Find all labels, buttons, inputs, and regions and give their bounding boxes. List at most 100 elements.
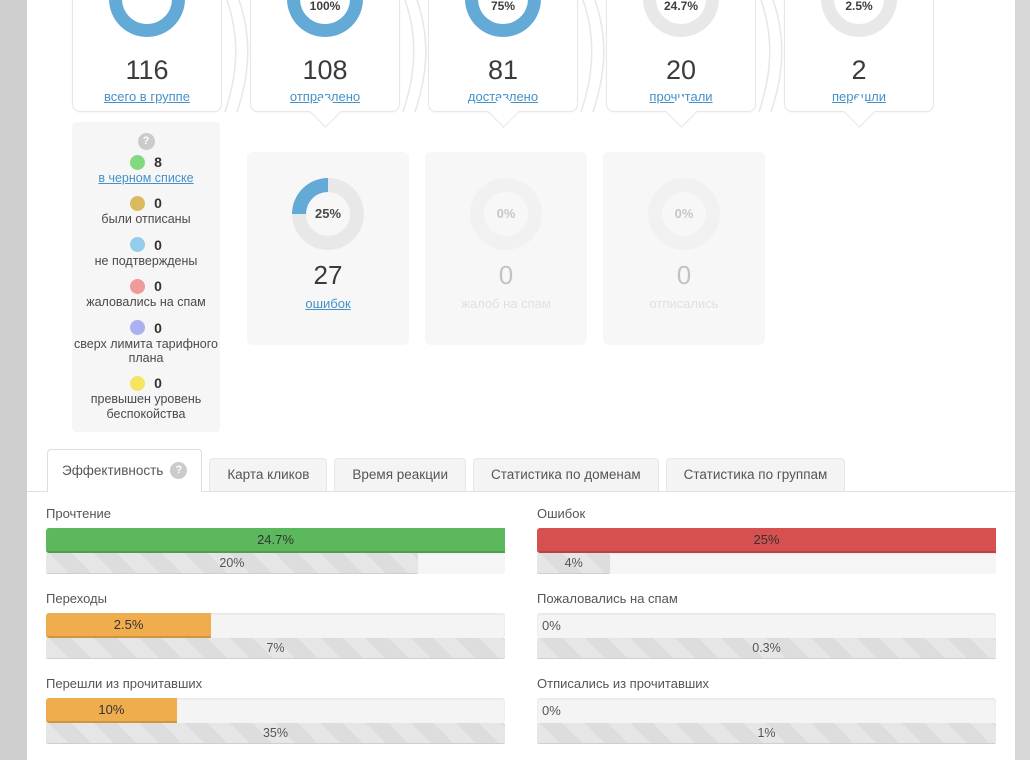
metric-title: Переходы <box>46 591 107 606</box>
legend-count: 0 <box>154 375 162 392</box>
legend-item-spam-complaints: 0 жаловались на спам <box>72 278 220 309</box>
anxiety-dot-icon <box>130 375 146 391</box>
funnel-card-sent: 100% 108 отправлено <box>250 0 400 112</box>
benchmark-label: 4% <box>564 556 583 570</box>
donut-read: 24.7% <box>643 0 719 37</box>
bars-left-column: Прочтение 24.7% 24.7% 20% Переходы 2.5% … <box>46 506 505 760</box>
value-fill: 25% <box>537 528 996 553</box>
benchmark-fill: 7% <box>46 638 505 659</box>
legend-label: превышен уровень беспокойства <box>90 392 202 421</box>
unsubscribed-dot-icon <box>130 195 146 211</box>
legend-label: сверх лимита тарифного плана <box>74 336 218 365</box>
legend-count: 8 <box>154 154 162 170</box>
metric-spam-rate: Пожаловались на спам 0% 0.3% <box>537 591 996 659</box>
left-gutter <box>0 0 27 760</box>
spam-count: 0 <box>498 260 514 290</box>
metric-read-rate: Прочтение 24.7% 24.7% 20% <box>46 506 505 574</box>
benchmark-track: 1% <box>537 723 996 744</box>
blacklist-link[interactable]: в черном списке <box>98 171 194 185</box>
legend-count: 0 <box>154 195 162 212</box>
tab-click-map[interactable]: Карта кликов <box>209 458 328 491</box>
donut-errors: 25% <box>292 178 364 250</box>
donut-percent-label: 24.7% <box>663 0 699 13</box>
funnel-card-delivered: 75% 81 доставлено <box>428 0 578 112</box>
metric-title: Прочтение <box>46 506 111 521</box>
metric-value-bar: 2.5% 2.5% <box>46 613 505 638</box>
benchmark-fill: 0.3% <box>537 638 996 659</box>
clicked-link[interactable]: перешли <box>831 89 886 104</box>
unsubscribed-count: 0 <box>676 260 692 290</box>
metric-value-bar: 10% 10% <box>46 698 505 723</box>
benchmark-track: 35% <box>46 723 505 744</box>
effectiveness-panel: Прочтение 24.7% 24.7% 20% Переходы 2.5% … <box>27 492 1015 760</box>
value-label-zero: 0% <box>542 703 561 718</box>
tab-label: Статистика по группам <box>683 467 828 482</box>
metric-value-bar: 24.7% 24.7% <box>46 528 505 553</box>
card-unsubscribed: 0% 0 отписались <box>603 152 765 345</box>
donut-hole <box>484 192 528 236</box>
read-link[interactable]: прочитали <box>649 89 713 104</box>
benchmark-track: 7% <box>46 638 505 659</box>
legend-label: жаловались на спам <box>86 295 206 310</box>
value-label: 24.7% <box>257 532 294 547</box>
dimmed-content: 0% 0 жалоб на спам <box>425 152 587 345</box>
dimmed-content: 0% 0 отписались <box>603 152 765 345</box>
errors-link[interactable]: ошибок <box>305 296 351 311</box>
benchmark-fill: 1% <box>537 723 996 744</box>
total-link[interactable]: всего в группе <box>104 89 190 104</box>
tab-reaction-time[interactable]: Время реакции <box>334 458 467 491</box>
tab-effectiveness[interactable]: Эффективность ? <box>47 449 203 492</box>
donut-hole <box>306 192 350 236</box>
spam-dot-icon <box>130 278 146 294</box>
question-icon[interactable]: ? <box>170 462 188 479</box>
metric-click-to-open: Перешли из прочитавших 10% 10% 35% <box>46 676 505 744</box>
legend-count: 0 <box>154 319 162 336</box>
read-count: 20 <box>665 55 697 85</box>
donut-sent: 100% <box>287 0 363 37</box>
metric-unsubscribe-rate: Отписались из прочитавших 0% 1% <box>537 676 996 744</box>
over-limit-dot-icon <box>130 320 146 335</box>
statistics-tab-bar: Эффективность ? Карта кликов Время реакц… <box>27 449 1015 492</box>
metric-click-rate: Переходы 2.5% 2.5% 7% <box>46 591 505 659</box>
donut-percent-label: 25% <box>314 206 342 221</box>
delivered-count: 81 <box>487 55 519 85</box>
metric-error-rate: Ошибок 25% 25% 4% <box>537 506 996 574</box>
benchmark-track: 4% <box>537 553 996 574</box>
benchmark-label: 1% <box>757 726 776 740</box>
tab-label: Статистика по доменам <box>491 467 641 482</box>
blacklist-dot-icon <box>130 154 146 170</box>
sent-link[interactable]: отправлено <box>289 89 361 104</box>
benchmark-track: 0.3% <box>537 638 996 659</box>
delivered-link[interactable]: доставлено <box>467 89 539 104</box>
spam-label: жалоб на спам <box>461 296 551 311</box>
benchmark-label: 0.3% <box>752 641 781 655</box>
right-gutter <box>1015 0 1030 760</box>
legend-label: были отписаны <box>101 212 191 227</box>
bars-right-column: Ошибок 25% 25% 4% Пожаловались на спам 0… <box>537 506 996 760</box>
clicked-count: 2 <box>851 55 867 85</box>
value-label-zero: 0% <box>542 618 561 633</box>
donut-delivered: 75% <box>465 0 541 37</box>
funnel-card-total: 116 всего в группе <box>72 0 222 112</box>
legend-count: 0 <box>154 236 162 253</box>
funnel-card-read: 24.7% 20 прочитали <box>606 0 756 112</box>
metric-value-bar: 25% 25% <box>537 528 996 553</box>
value-label: 10% <box>98 702 125 717</box>
benchmark-fill: 35% <box>46 723 505 744</box>
metric-title: Ошибок <box>537 506 586 521</box>
value-fill: 10% <box>46 698 177 723</box>
legend-count: 0 <box>154 278 162 295</box>
tab-label: Время реакции <box>352 467 449 482</box>
donut-hole <box>662 192 706 236</box>
question-icon[interactable]: ? <box>137 133 155 150</box>
legend-item-anxiety-level: 0 превышен уровень беспокойства <box>72 375 220 421</box>
donut-percent-label: 75% <box>490 0 516 13</box>
tab-group-stats[interactable]: Статистика по группам <box>665 458 846 491</box>
card-spam-complaints: 0% 0 жалоб на спам <box>425 152 587 345</box>
legend-item-unsubscribed-before: 0 были отписаны <box>72 195 220 226</box>
value-label: 2.5% <box>113 617 144 632</box>
metric-value-bar: 0% <box>537 613 996 638</box>
tab-domain-stats[interactable]: Статистика по доменам <box>473 458 659 491</box>
donut-percent-label: 100% <box>309 0 341 13</box>
